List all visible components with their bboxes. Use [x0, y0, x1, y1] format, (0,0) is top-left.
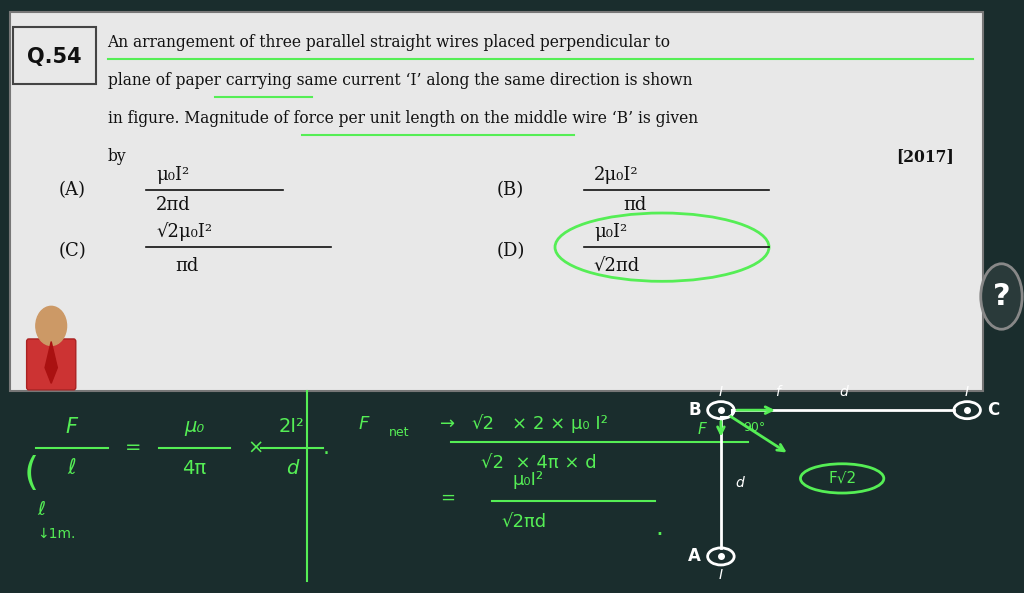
Text: 2πd: 2πd	[156, 196, 190, 215]
Text: F: F	[358, 415, 369, 433]
Circle shape	[981, 264, 1022, 329]
FancyBboxPatch shape	[27, 339, 76, 390]
Text: .: .	[655, 516, 664, 540]
Text: μ₀I²: μ₀I²	[512, 471, 543, 489]
Text: Q.54: Q.54	[27, 47, 81, 68]
Text: I: I	[719, 568, 723, 582]
FancyBboxPatch shape	[13, 27, 96, 84]
Text: (B): (B)	[497, 181, 524, 199]
Text: √2μ₀I²: √2μ₀I²	[156, 222, 212, 241]
Polygon shape	[45, 342, 57, 383]
Text: F: F	[66, 417, 78, 437]
Text: πd: πd	[176, 257, 199, 275]
Text: =: =	[440, 489, 456, 507]
Text: √2: √2	[471, 415, 494, 433]
Text: d: d	[286, 459, 298, 478]
Text: d: d	[735, 476, 744, 490]
Text: ×: ×	[248, 438, 264, 457]
Text: √2  × 4π × d: √2 × 4π × d	[481, 454, 597, 471]
Text: (D): (D)	[497, 242, 525, 260]
Text: μ₀I²: μ₀I²	[594, 223, 627, 241]
Text: √2πd: √2πd	[502, 513, 547, 531]
Text: I: I	[719, 385, 723, 399]
Text: [2017]: [2017]	[896, 148, 954, 165]
Text: in figure. Magnitude of force per unit length on the middle wire ‘B’ is given: in figure. Magnitude of force per unit l…	[108, 110, 697, 127]
Text: net: net	[389, 426, 410, 439]
Text: →: →	[440, 415, 456, 433]
Text: μ₀I²: μ₀I²	[156, 166, 189, 184]
Text: × 2 × μ₀ I²: × 2 × μ₀ I²	[512, 415, 608, 433]
Text: .: .	[323, 438, 329, 458]
Text: d: d	[840, 385, 849, 399]
Text: 2μ₀I²: 2μ₀I²	[594, 166, 639, 184]
Text: (C): (C)	[59, 242, 87, 260]
Text: (: (	[24, 455, 38, 493]
Text: =: =	[125, 438, 141, 457]
Text: μ₀: μ₀	[184, 417, 205, 436]
Text: by: by	[108, 148, 126, 165]
Text: A: A	[688, 547, 700, 566]
Text: ?: ?	[992, 282, 1011, 311]
Text: F: F	[697, 422, 707, 437]
Text: ℓ: ℓ	[37, 500, 45, 519]
Text: f: f	[775, 385, 780, 399]
Text: ℓ: ℓ	[68, 458, 76, 479]
Text: ↓1m.: ↓1m.	[37, 527, 76, 541]
Text: C: C	[987, 401, 999, 419]
Text: plane of paper carrying same current ‘I’ along the same direction is shown: plane of paper carrying same current ‘I’…	[108, 72, 692, 89]
Text: B: B	[688, 401, 700, 419]
Text: 90°: 90°	[743, 420, 766, 433]
Text: 2I²: 2I²	[279, 417, 305, 436]
Text: (A): (A)	[59, 181, 86, 199]
Text: An arrangement of three parallel straight wires placed perpendicular to: An arrangement of three parallel straigh…	[108, 34, 671, 51]
Text: πd: πd	[623, 196, 646, 215]
Circle shape	[36, 307, 67, 346]
Text: I: I	[965, 385, 970, 399]
Text: √2πd: √2πd	[594, 257, 640, 275]
Text: F√2: F√2	[828, 471, 856, 486]
Text: 4π: 4π	[182, 459, 207, 478]
